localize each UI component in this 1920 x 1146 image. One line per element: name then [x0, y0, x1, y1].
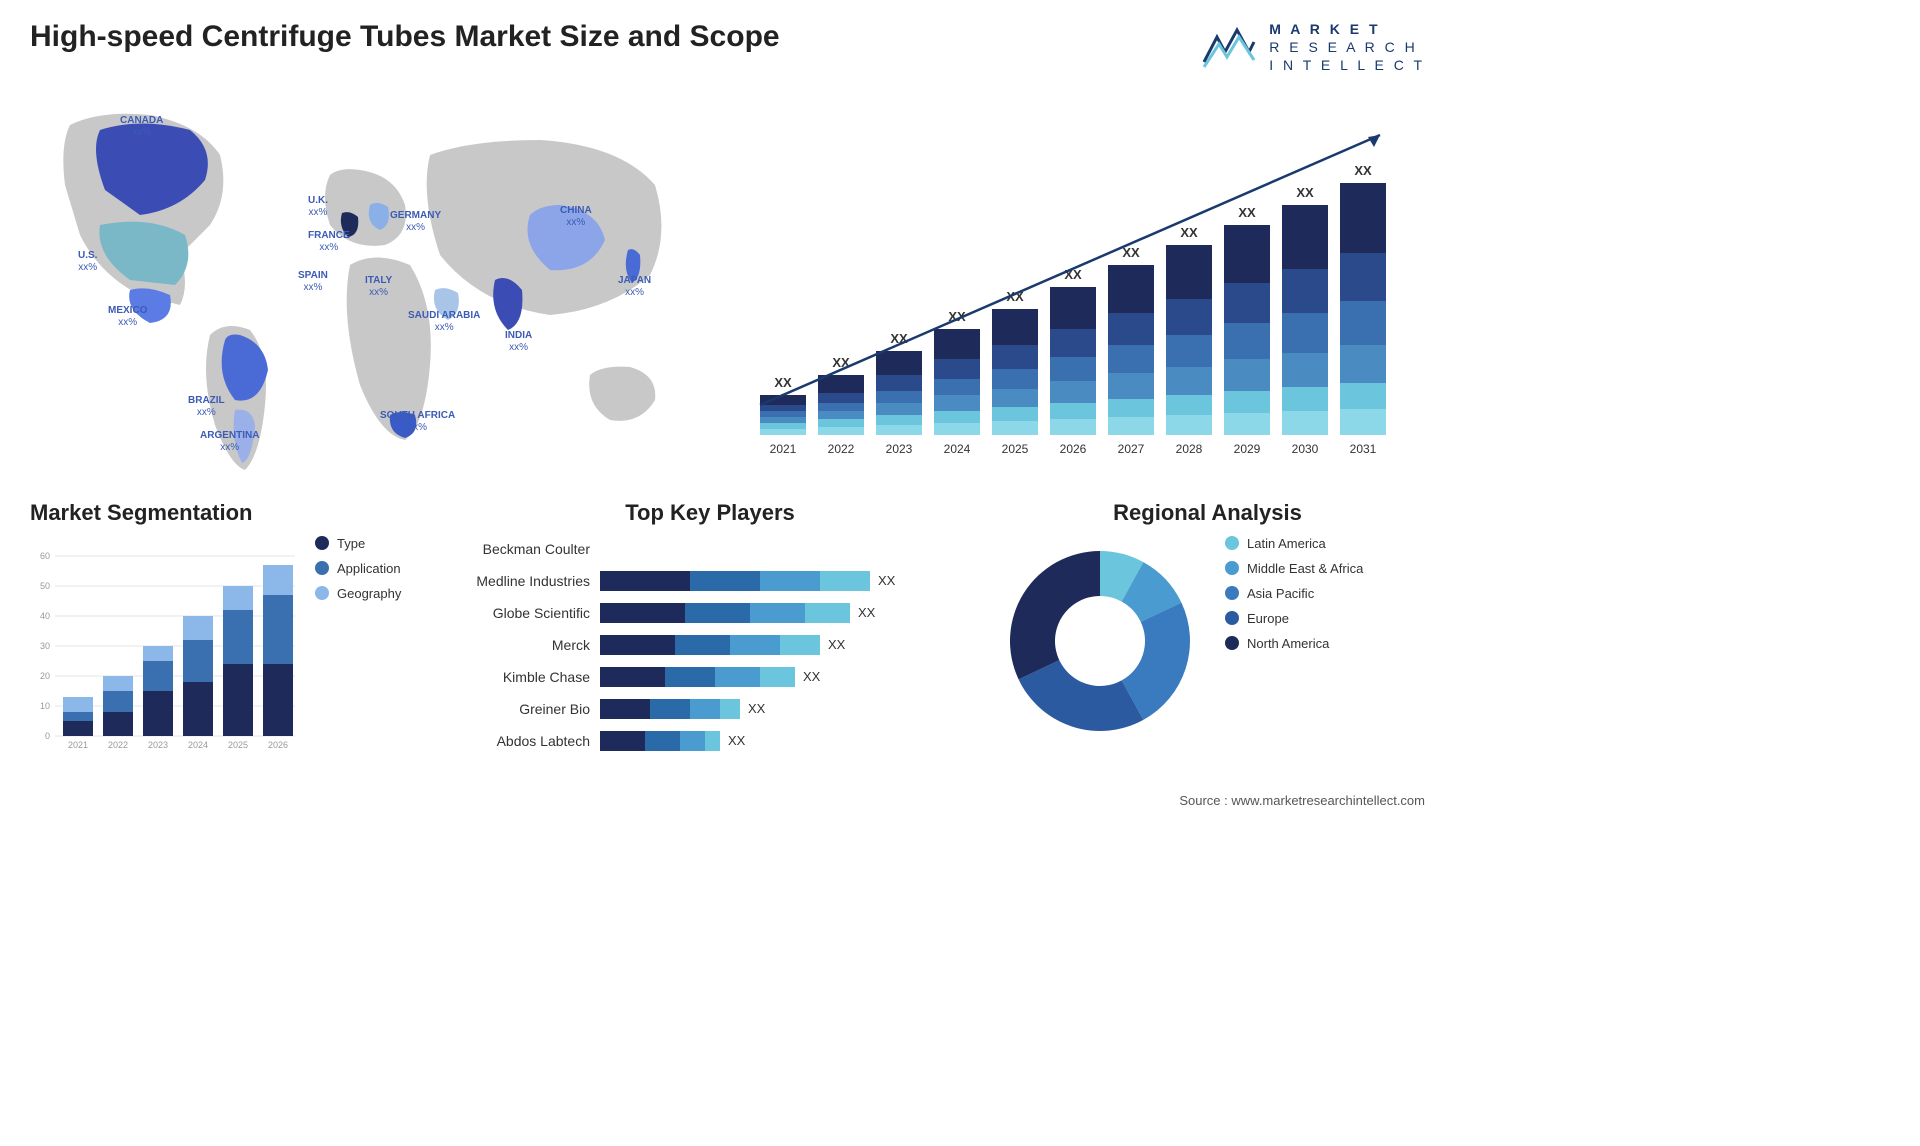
map-label-us: U.S.xx% [78, 250, 97, 274]
player-row: Greiner BioXX [450, 696, 970, 722]
player-row: Medline IndustriesXX [450, 568, 970, 594]
player-row: Globe ScientificXX [450, 600, 970, 626]
map-label-germany: GERMANYxx% [390, 210, 441, 234]
svg-text:2022: 2022 [828, 442, 855, 456]
players-list: Beckman Coulter Medline IndustriesXX Globe… [450, 536, 970, 754]
players-section: Top Key Players Beckman Coulter Medline I… [450, 500, 970, 760]
svg-text:0: 0 [45, 731, 50, 741]
svg-text:20: 20 [40, 671, 50, 681]
map-label-china: CHINAxx% [560, 205, 592, 229]
segmentation-legend: Type Application Geography [315, 536, 401, 611]
regional-legend-item: Latin America [1225, 536, 1363, 551]
players-title: Top Key Players [450, 500, 970, 526]
segmentation-section: Market Segmentation 0 10 20 30 40 50 60 2021 202… [30, 500, 430, 760]
svg-text:40: 40 [40, 611, 50, 621]
svg-text:30: 30 [40, 641, 50, 651]
svg-text:2021: 2021 [770, 442, 797, 456]
seg-legend-item: Geography [315, 586, 401, 601]
svg-text:2025: 2025 [228, 740, 248, 750]
growth-chart-svg: XX2021XX2022XX2023XX2024XX2025XX2026XX20… [740, 95, 1420, 475]
map-label-saudiarabia: SAUDI ARABIAxx% [408, 310, 480, 334]
segmentation-title: Market Segmentation [30, 500, 430, 526]
map-label-uk: U.K.xx% [308, 195, 328, 219]
svg-text:XX: XX [1296, 185, 1314, 200]
player-row: Kimble ChaseXX [450, 664, 970, 690]
donut-chart [990, 536, 1210, 746]
segmentation-chart: 0 10 20 30 40 50 60 2021 2022 2023 2024 2025 2026 [30, 536, 300, 756]
map-label-canada: CANADAxx% [120, 115, 163, 139]
map-label-spain: SPAINxx% [298, 270, 328, 294]
svg-text:60: 60 [40, 551, 50, 561]
logo-line3: I N T E L L E C T [1269, 56, 1425, 74]
svg-text:2024: 2024 [188, 740, 208, 750]
svg-text:2022: 2022 [108, 740, 128, 750]
player-row: Beckman Coulter [450, 536, 970, 562]
regional-legend-item: Asia Pacific [1225, 586, 1363, 601]
svg-text:2031: 2031 [1350, 442, 1377, 456]
svg-text:XX: XX [1354, 163, 1372, 178]
svg-text:2027: 2027 [1118, 442, 1145, 456]
world-map: CANADAxx% U.S.xx% MEXICOxx% BRAZILxx% ARGENT… [30, 95, 710, 475]
player-row: MerckXX [450, 632, 970, 658]
svg-text:2023: 2023 [886, 442, 913, 456]
svg-text:2029: 2029 [1234, 442, 1261, 456]
svg-text:2023: 2023 [148, 740, 168, 750]
regional-legend: Latin America Middle East & Africa Asia Pa… [1225, 536, 1363, 661]
svg-text:2024: 2024 [944, 442, 971, 456]
svg-text:2030: 2030 [1292, 442, 1319, 456]
svg-text:2026: 2026 [268, 740, 288, 750]
logo: M A R K E T R E S E A R C H I N T E L L … [1199, 20, 1425, 75]
svg-text:50: 50 [40, 581, 50, 591]
logo-line1: M A R K E T [1269, 20, 1425, 38]
page-title: High-speed Centrifuge Tubes Market Size … [30, 20, 780, 54]
map-label-italy: ITALYxx% [365, 275, 392, 299]
regional-legend-item: Middle East & Africa [1225, 561, 1363, 576]
regional-section: Regional Analysis Latin America Middle Ea… [990, 500, 1425, 760]
logo-line2: R E S E A R C H [1269, 38, 1425, 56]
logo-icon [1199, 22, 1259, 72]
source-text: Source : www.marketresearchintellect.com [1179, 793, 1425, 808]
regional-legend-item: Europe [1225, 611, 1363, 626]
svg-text:2028: 2028 [1176, 442, 1203, 456]
svg-text:2026: 2026 [1060, 442, 1087, 456]
map-label-southafrica: SOUTH AFRICAxx% [380, 410, 455, 434]
svg-text:2025: 2025 [1002, 442, 1029, 456]
seg-legend-item: Type [315, 536, 401, 551]
svg-text:2021: 2021 [68, 740, 88, 750]
svg-text:10: 10 [40, 701, 50, 711]
map-label-india: INDIAxx% [505, 330, 532, 354]
player-row: Abdos LabtechXX [450, 728, 970, 754]
svg-text:XX: XX [1238, 205, 1256, 220]
regional-legend-item: North America [1225, 636, 1363, 651]
map-label-japan: JAPANxx% [618, 275, 651, 299]
map-label-argentina: ARGENTINAxx% [200, 430, 259, 454]
svg-text:XX: XX [1180, 225, 1198, 240]
growth-chart: XX2021XX2022XX2023XX2024XX2025XX2026XX20… [740, 95, 1425, 475]
map-label-mexico: MEXICOxx% [108, 305, 147, 329]
map-label-brazil: BRAZILxx% [188, 395, 225, 419]
seg-legend-item: Application [315, 561, 401, 576]
regional-title: Regional Analysis [990, 500, 1425, 526]
svg-text:XX: XX [774, 375, 792, 390]
map-label-france: FRANCExx% [308, 230, 350, 254]
